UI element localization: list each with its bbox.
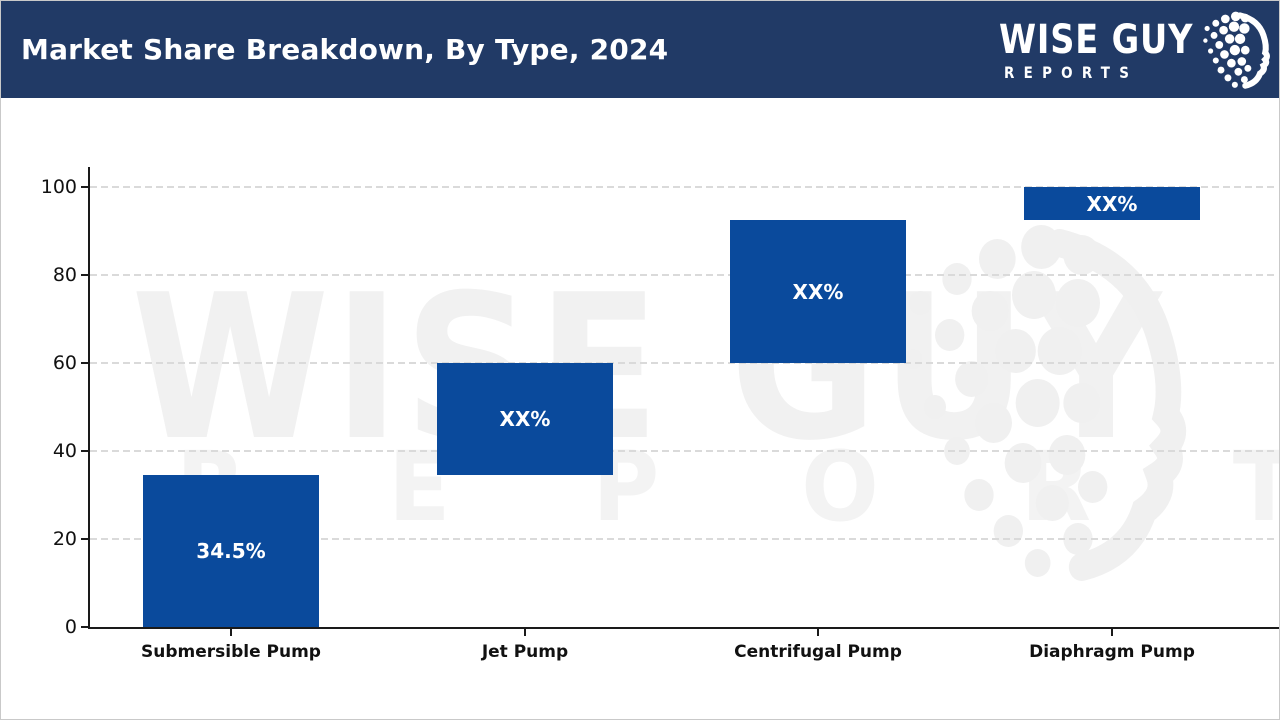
x-tick-label-jet-pump: Jet Pump — [481, 642, 569, 662]
watermark-face-dots-icon — [903, 225, 1187, 581]
brand-logo-text: WISE GUY REPORTS — [999, 20, 1193, 82]
x-tick-label-diaphragm-pump: Diaphragm Pump — [1029, 642, 1195, 662]
x-tick-jet-pump — [524, 629, 526, 636]
y-tick-60 — [81, 362, 88, 364]
y-tick-0 — [81, 626, 88, 628]
brand-name: WISE GUY — [998, 17, 1193, 63]
watermark-text-line1: WISE GUY — [131, 252, 1165, 485]
y-tick-20 — [81, 538, 88, 540]
bar-submersible-pump: 34.5% — [143, 475, 319, 627]
y-axis-line — [88, 167, 90, 629]
bar-value-label-diaphragm-pump: XX% — [1086, 191, 1138, 216]
bar-value-label-jet-pump: XX% — [499, 407, 551, 432]
y-tick-label-40: 40 — [52, 440, 77, 462]
y-tick-80 — [81, 274, 88, 276]
gridline-40 — [90, 450, 1278, 452]
x-tick-centrifugal-pump — [817, 629, 819, 636]
x-axis-line — [88, 627, 1279, 629]
y-tick-label-100: 100 — [40, 176, 77, 198]
x-tick-diaphragm-pump — [1111, 629, 1113, 636]
y-tick-label-60: 60 — [52, 352, 77, 374]
gridline-20 — [90, 538, 1278, 540]
brand-logo: WISE GUY REPORTS — [962, 7, 1273, 95]
bar-jet-pump: XX% — [437, 363, 613, 476]
x-tick-submersible-pump — [230, 629, 232, 636]
gridline-60 — [90, 362, 1278, 364]
y-tick-100 — [81, 186, 88, 188]
brand-face-dots-icon — [1203, 11, 1270, 89]
x-tick-label-centrifugal-pump: Centrifugal Pump — [734, 642, 902, 662]
y-tick-label-80: 80 — [52, 264, 77, 286]
bar-diaphragm-pump: XX% — [1024, 187, 1200, 220]
bar-centrifugal-pump: XX% — [730, 220, 906, 363]
gridline-100 — [90, 186, 1278, 188]
y-tick-label-20: 20 — [52, 528, 77, 550]
header: Market Share Breakdown, By Type, 2024 WI… — [1, 1, 1279, 98]
y-tick-40 — [81, 450, 88, 452]
gridline-80 — [90, 274, 1278, 276]
x-tick-label-submersible-pump: Submersible Pump — [141, 642, 321, 662]
brand-subtitle: REPORTS — [1003, 63, 1138, 82]
y-tick-label-0: 0 — [64, 616, 77, 638]
page-title: Market Share Breakdown, By Type, 2024 — [21, 33, 669, 66]
bar-value-label-centrifugal-pump: XX% — [792, 279, 844, 304]
watermark-text-line2: R E P O R T S — [176, 431, 1279, 543]
bar-value-label-submersible-pump: 34.5% — [196, 539, 266, 564]
